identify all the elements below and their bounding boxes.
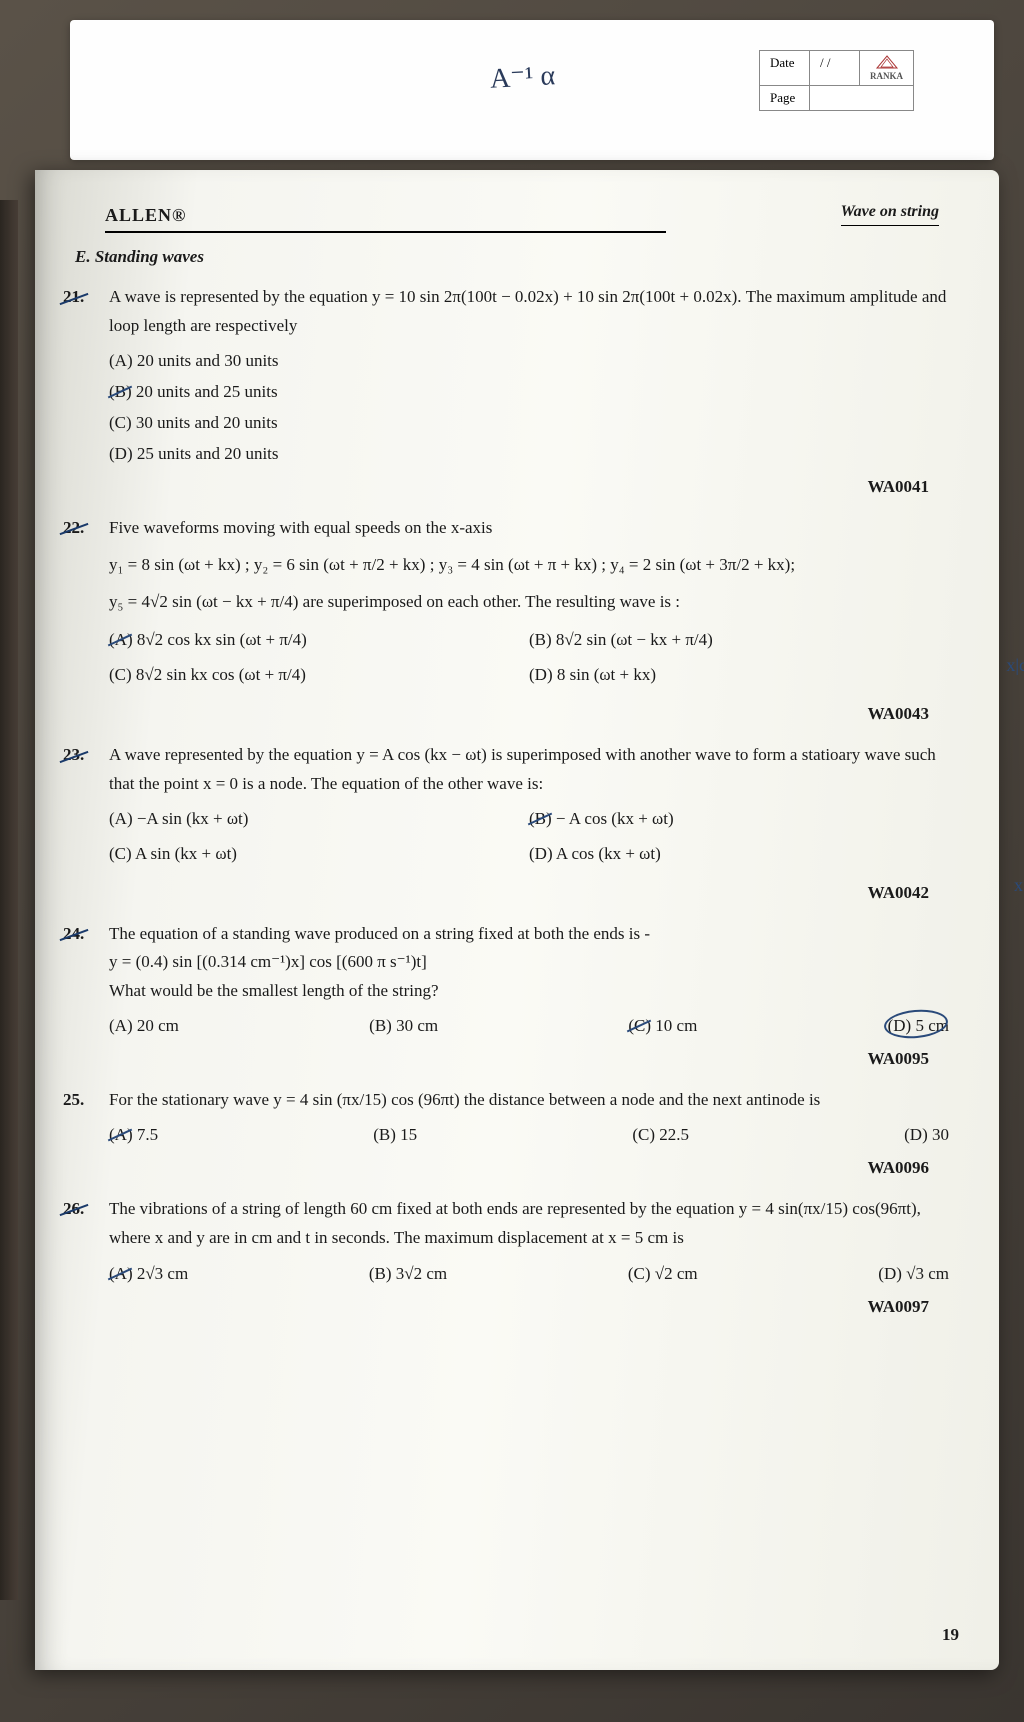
- q24-code: WA0095: [109, 1045, 929, 1074]
- page-label: Page: [760, 86, 810, 110]
- question-22: 22. Five waveforms moving with equal spe…: [105, 514, 949, 729]
- q26-opt-a: (A) 2√3 cm: [109, 1260, 188, 1289]
- q22-eq2: y₅ = 4√2 sin (ωt − kx + π/4) are superim…: [109, 588, 949, 617]
- q24-text: The equation of a standing wave produced…: [109, 920, 949, 949]
- q24-number: 24.: [63, 920, 84, 949]
- book-spine: [0, 200, 18, 1600]
- q21-text: A wave is represented by the equation y …: [109, 283, 949, 341]
- q26-text: The vibrations of a string of length 60 …: [109, 1195, 949, 1253]
- q21-code: WA0041: [109, 473, 929, 502]
- margin-note-2: x: [1014, 870, 1023, 901]
- margin-note-1: x|c: [1006, 650, 1024, 681]
- q21-opt-a: (A) 20 units and 30 units: [109, 347, 949, 376]
- q21-number: 21.: [63, 283, 84, 312]
- date-value: / /: [810, 51, 860, 85]
- q25-opt-b: (B) 15: [373, 1121, 417, 1150]
- q25-number: 25.: [63, 1086, 84, 1115]
- desk-surface: A⁻¹ α Date / / RANKA Page ALLEN® Wave on…: [0, 0, 1024, 1722]
- q22-opt-d: (D) 8 sin (ωt + kx): [529, 661, 949, 690]
- page-number: 19: [942, 1621, 959, 1650]
- q24-sub: What would be the smallest length of the…: [109, 977, 949, 1006]
- q23-text: A wave represented by the equation y = A…: [109, 741, 949, 799]
- publisher-brand: ALLEN®: [105, 200, 666, 233]
- q22-eq1: y₁ = 8 sin (ωt + kx) ; y₂ = 6 sin (ωt + …: [109, 551, 949, 580]
- question-21: 21. A wave is represented by the equatio…: [105, 283, 949, 501]
- handwriting-note: A⁻¹ α: [489, 58, 556, 95]
- q26-opt-c: (C) √2 cm: [628, 1260, 698, 1289]
- q22-text: Five waveforms moving with equal speeds …: [109, 514, 949, 543]
- q23-opt-a: (A) −A sin (kx + ωt): [109, 805, 529, 834]
- q22-number: 22.: [63, 514, 84, 543]
- q26-number: 26.: [63, 1195, 84, 1224]
- q25-opt-c: (C) 22.5: [632, 1121, 689, 1150]
- q23-opt-c: (C) A sin (kx + ωt): [109, 840, 529, 869]
- q26-code: WA0097: [109, 1293, 929, 1322]
- q26-opt-b: (B) 3√2 cm: [369, 1260, 447, 1289]
- q24-opt-a: (A) 20 cm: [109, 1012, 179, 1041]
- q22-opt-c: (C) 8√2 sin kx cos (ωt + π/4): [109, 661, 529, 690]
- q24-opt-d: (D) 5 cm: [888, 1012, 949, 1041]
- q25-opt-d: (D) 30: [904, 1121, 949, 1150]
- q25-code: WA0096: [109, 1154, 929, 1183]
- question-25: 25. For the stationary wave y = 4 sin (π…: [105, 1086, 949, 1183]
- question-23: 23. A wave represented by the equation y…: [105, 741, 949, 907]
- q22-opt-b: (B) 8√2 sin (ωt − kx + π/4): [529, 626, 949, 655]
- q22-opt-a: (A) 8√2 cos kx sin (ωt + π/4): [109, 626, 529, 655]
- q24-eq: y = (0.4) sin [(0.314 cm⁻¹)x] cos [(600 …: [109, 948, 949, 977]
- chapter-title: Wave on string: [841, 198, 939, 226]
- q23-opt-d: (D) A cos (kx + ωt): [529, 840, 949, 869]
- q24-opt-b: (B) 30 cm: [369, 1012, 438, 1041]
- notebook-header: A⁻¹ α Date / / RANKA Page: [70, 20, 994, 160]
- question-24: 24. The equation of a standing wave prod…: [105, 920, 949, 1074]
- q26-opt-d: (D) √3 cm: [878, 1260, 949, 1289]
- q23-opt-b: (B) − A cos (kx + ωt): [529, 805, 949, 834]
- q23-code: WA0042: [109, 879, 929, 908]
- date-page-box: Date / / RANKA Page: [759, 50, 914, 111]
- q24-opt-c: (C) 10 cm: [628, 1012, 697, 1041]
- section-heading: E. Standing waves: [75, 243, 949, 272]
- q21-opt-c: (C) 30 units and 20 units: [109, 409, 949, 438]
- textbook-page: ALLEN® Wave on string E. Standing waves …: [35, 170, 999, 1670]
- ranka-logo: RANKA: [860, 51, 913, 85]
- question-26: 26. The vibrations of a string of length…: [105, 1195, 949, 1323]
- page-value: [810, 86, 860, 110]
- q23-number: 23.: [63, 741, 84, 770]
- q22-code: WA0043: [109, 700, 929, 729]
- q21-opt-b: (B) 20 units and 25 units: [109, 378, 949, 407]
- q21-opt-d: (D) 25 units and 20 units: [109, 440, 949, 469]
- q25-text: For the stationary wave y = 4 sin (πx/15…: [109, 1086, 949, 1115]
- date-label: Date: [760, 51, 810, 85]
- q25-opt-a: (A) 7.5: [109, 1121, 158, 1150]
